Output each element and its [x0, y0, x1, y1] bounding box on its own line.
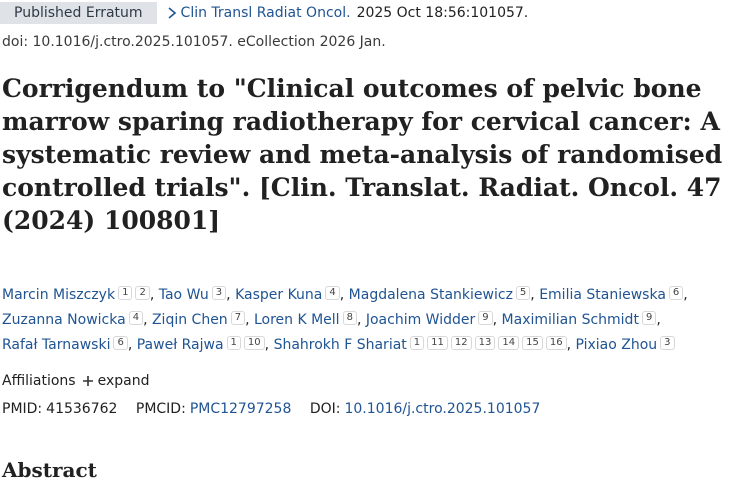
author: Magdalena Stankiewicz 5,: [348, 286, 535, 303]
author-name[interactable]: Marcin Miszczyk: [2, 287, 116, 303]
affiliation-number[interactable]: 1: [118, 286, 133, 300]
journal-link[interactable]: Clin Transl Radiat Oncol.: [180, 4, 351, 21]
author: Zuzanna Nowicka 4,: [2, 311, 148, 328]
author-separator: ,: [264, 337, 270, 353]
affiliation-number[interactable]: 14: [498, 336, 520, 350]
author-name[interactable]: Magdalena Stankiewicz: [348, 287, 513, 303]
author-separator: ,: [127, 337, 133, 353]
affiliation-number[interactable]: 15: [522, 336, 543, 350]
affiliation-number[interactable]: 7: [230, 311, 246, 325]
affiliation-number[interactable]: 5: [515, 286, 531, 300]
pmcid-link[interactable]: PMC12797258: [189, 401, 292, 417]
author-name[interactable]: Rafał Tarnawski: [2, 337, 111, 353]
author-name[interactable]: Pixiao Zhou: [575, 337, 658, 353]
header-row: Published Erratum Clin Transl Radiat Onc…: [0, 0, 528, 25]
doi-link[interactable]: 10.1016/j.ctro.2025.101057: [344, 401, 541, 417]
affiliation-number[interactable]: 4: [128, 311, 144, 325]
author-name[interactable]: Kasper Kuna: [235, 287, 323, 303]
identifiers: PMID: 41536762 PMCID: PMC12797258 DOI: 10.1…: [2, 401, 540, 417]
author-separator: ,: [245, 312, 250, 328]
plus-icon: [82, 376, 93, 386]
affiliation-number[interactable]: 6: [668, 286, 684, 300]
affiliation-number[interactable]: 10: [243, 336, 265, 350]
doi-line: doi: 10.1016/j.ctro.2025.101057. eCollec…: [2, 34, 386, 50]
affiliation-number[interactable]: 3: [211, 286, 227, 300]
author-name[interactable]: Ziqin Chen: [151, 312, 228, 328]
author: Loren K Mell 8,: [253, 311, 362, 328]
pmid: 41536762: [46, 401, 118, 417]
author: Ziqin Chen 7,: [151, 311, 250, 328]
article-title: Corrigendum to "Clinical outcomes of pel…: [2, 74, 723, 235]
author-name[interactable]: Loren K Mell: [253, 312, 340, 328]
author-separator: ,: [149, 287, 155, 303]
author-separator: ,: [143, 312, 148, 328]
affiliations: Affiliations expand: [2, 373, 149, 389]
affiliation-number[interactable]: 2: [135, 286, 150, 300]
abstract-heading: Abstract: [2, 458, 97, 482]
author: Maximilian Schmidt 9,: [501, 311, 661, 328]
author-name[interactable]: Maximilian Schmidt: [501, 312, 639, 328]
author-separator: ,: [492, 312, 498, 328]
badge: Published Erratum: [0, 1, 157, 24]
affiliation-number[interactable]: 6: [113, 336, 128, 350]
affiliation-number[interactable]: 11: [427, 336, 448, 350]
author-name[interactable]: Paweł Rajwa: [136, 337, 224, 353]
author-separator: ,: [226, 287, 231, 303]
affiliation-number[interactable]: 1: [409, 336, 425, 350]
pmcid-label: PMCID:: [135, 401, 186, 417]
citation: 2025 Oct 18:56:101057.: [356, 4, 529, 21]
author-name[interactable]: Tao Wu: [158, 287, 209, 303]
author: Joachim Widder 9,: [365, 311, 498, 328]
affiliation-number[interactable]: 1: [226, 336, 241, 350]
affiliation-number[interactable]: 13: [474, 336, 496, 350]
expand-label: expand: [97, 373, 150, 389]
author-separator: ,: [656, 312, 661, 328]
author-list: Marcin Miszczyk 1 2, Tao Wu 3, Kasper Kuna 4…: [2, 283, 737, 358]
author: Shahrokh F Shariat 1 11 12 13 14 15 16,: [273, 336, 572, 353]
author-separator: ,: [356, 312, 362, 328]
affiliation-number[interactable]: 8: [342, 311, 357, 325]
author: Tao Wu 3,: [158, 286, 231, 303]
author-separator: ,: [566, 337, 572, 353]
pmid-label: PMID:: [2, 401, 43, 417]
affiliation-number[interactable]: 12: [450, 336, 472, 350]
author: Emilia Staniewska 6,: [539, 286, 688, 303]
author-name[interactable]: Emilia Staniewska: [539, 287, 666, 303]
affiliations-label: Affiliations: [2, 373, 76, 389]
author: Rafał Tarnawski 6,: [2, 336, 133, 353]
affiliation-number[interactable]: 4: [325, 286, 340, 300]
author-separator: ,: [530, 287, 535, 303]
author-name[interactable]: Joachim Widder: [365, 312, 476, 328]
affiliation-number[interactable]: 9: [641, 311, 657, 325]
author: Kasper Kuna 4,: [235, 286, 345, 303]
author-name[interactable]: Zuzanna Nowicka: [2, 312, 126, 328]
author-name[interactable]: Shahrokh F Shariat: [273, 337, 407, 353]
affiliation-number[interactable]: 9: [478, 311, 493, 325]
author: Pixiao Zhou 3: [575, 336, 675, 353]
author: Paweł Rajwa 1 10,: [136, 336, 270, 353]
affiliation-number[interactable]: 16: [545, 336, 567, 350]
expand-button[interactable]: expand: [82, 373, 150, 389]
chevron-icon: [168, 6, 176, 19]
affiliation-number[interactable]: 3: [660, 336, 675, 350]
author-separator: ,: [683, 287, 688, 303]
author-separator: ,: [339, 287, 345, 303]
author: Marcin Miszczyk 1 2,: [2, 286, 155, 303]
doi-label: DOI:: [309, 401, 341, 417]
